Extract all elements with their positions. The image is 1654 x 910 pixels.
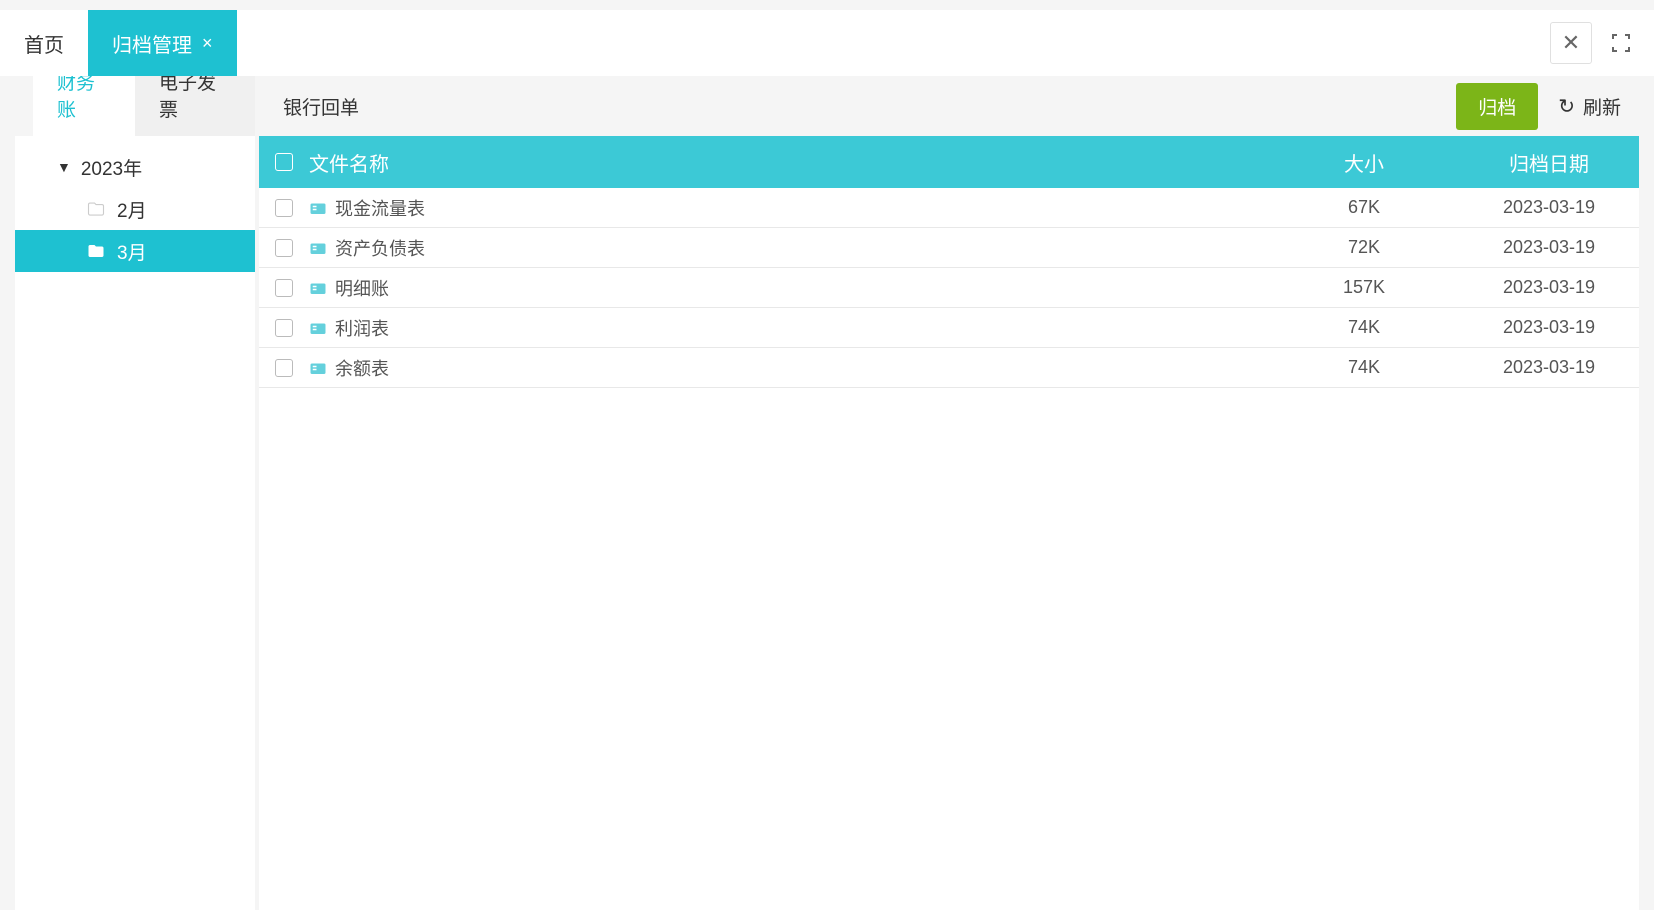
table-header: 文件名称 大小 归档日期 (259, 136, 1639, 188)
archive-button[interactable]: 归档 (1456, 83, 1538, 130)
refresh-button[interactable]: ↻ 刷新 (1558, 93, 1621, 120)
file-date-label: 2023-03-19 (1459, 357, 1639, 378)
file-size-label: 74K (1269, 317, 1459, 338)
close-icon[interactable]: × (202, 33, 213, 54)
close-icon: ✕ (1562, 30, 1580, 56)
file-icon (309, 360, 327, 376)
tree-month-feb-label: 2月 (117, 196, 147, 223)
file-icon (309, 280, 327, 296)
file-table: 文件名称 大小 归档日期 现金流量表67K2023-03-19资产负债表72K2… (259, 136, 1639, 388)
file-size-label: 67K (1269, 197, 1459, 218)
refresh-icon: ↻ (1558, 94, 1575, 119)
file-name-label: 余额表 (335, 355, 389, 381)
refresh-label: 刷新 (1583, 93, 1621, 120)
col-header-date: 归档日期 (1459, 148, 1639, 177)
fullscreen-button[interactable] (1600, 22, 1642, 64)
tab-archive-mgmt[interactable]: 归档管理 × (88, 10, 237, 76)
file-icon (309, 200, 327, 216)
tree-year-node[interactable]: ▼ 2023年 (15, 146, 255, 188)
row-checkbox[interactable] (275, 319, 293, 337)
col-header-name: 文件名称 (309, 148, 1269, 177)
file-size-label: 157K (1269, 277, 1459, 298)
file-size-label: 74K (1269, 357, 1459, 378)
sub-tab-bank-receipt[interactable]: 银行回单 (259, 79, 383, 134)
archive-button-label: 归档 (1478, 98, 1516, 119)
file-date-label: 2023-03-19 (1459, 277, 1639, 298)
folder-icon (87, 200, 105, 218)
file-name-label: 利润表 (335, 315, 389, 341)
close-window-button[interactable]: ✕ (1550, 22, 1592, 64)
row-checkbox[interactable] (275, 279, 293, 297)
sub-tab-einvoice-label: 电子发票 (159, 73, 216, 121)
table-row[interactable]: 利润表 74K2023-03-19 (259, 308, 1639, 348)
col-header-size: 大小 (1269, 148, 1459, 177)
tree-month-feb[interactable]: 2月 (15, 188, 255, 230)
file-size-label: 72K (1269, 237, 1459, 258)
row-checkbox[interactable] (275, 239, 293, 257)
toolbar: 银行回单 归档 ↻ 刷新 (259, 76, 1639, 136)
table-row[interactable]: 资产负债表 72K2023-03-19 (259, 228, 1639, 268)
row-checkbox[interactable] (275, 199, 293, 217)
folder-tree: ▼ 2023年 2月 3月 (15, 136, 255, 282)
file-icon (309, 240, 327, 256)
tab-home[interactable]: 首页 (0, 10, 88, 76)
row-checkbox[interactable] (275, 359, 293, 377)
tree-month-mar[interactable]: 3月 (15, 230, 255, 272)
file-date-label: 2023-03-19 (1459, 237, 1639, 258)
table-row[interactable]: 余额表 74K2023-03-19 (259, 348, 1639, 388)
select-all-checkbox[interactable] (275, 153, 293, 171)
file-name-label: 明细账 (335, 275, 389, 301)
sub-tab-bar: 财务账 电子发票 (15, 76, 255, 136)
file-name-label: 现金流量表 (335, 195, 425, 221)
chevron-down-icon: ▼ (57, 159, 71, 175)
tab-home-label: 首页 (24, 29, 64, 58)
tab-archive-label: 归档管理 (112, 29, 192, 58)
tree-year-label: 2023年 (81, 154, 142, 181)
file-name-label: 资产负债表 (335, 235, 425, 261)
folder-icon (87, 242, 105, 260)
table-row[interactable]: 现金流量表 67K2023-03-19 (259, 188, 1639, 228)
fullscreen-icon (1611, 33, 1631, 53)
file-date-label: 2023-03-19 (1459, 197, 1639, 218)
sub-tab-finance-label: 财务账 (57, 73, 95, 121)
file-icon (309, 320, 327, 336)
table-row[interactable]: 明细账 157K2023-03-19 (259, 268, 1639, 308)
tree-month-mar-label: 3月 (117, 238, 147, 265)
top-tab-bar: 首页 归档管理 × ✕ (0, 10, 1654, 76)
sub-tab-bank-receipt-label: 银行回单 (283, 98, 359, 119)
file-date-label: 2023-03-19 (1459, 317, 1639, 338)
